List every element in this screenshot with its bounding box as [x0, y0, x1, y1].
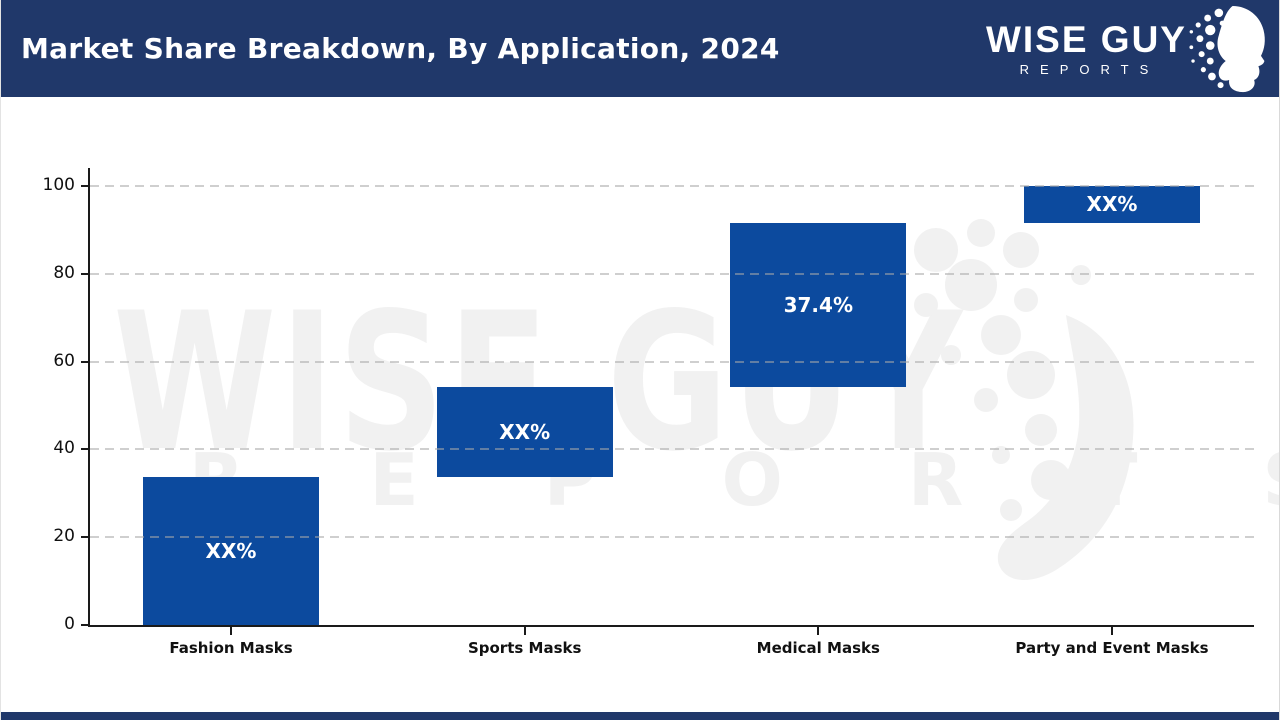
- gridline: [90, 536, 1254, 539]
- bar-value-label: XX%: [1086, 192, 1138, 217]
- x-category-label: Party and Event Masks: [1015, 639, 1209, 657]
- y-tick-mark: [81, 624, 88, 626]
- x-tick-mark: [230, 627, 232, 635]
- bar-value-label: XX%: [205, 539, 257, 564]
- y-tick-label: 20: [53, 526, 75, 547]
- bar: [1024, 186, 1200, 223]
- bar-value-label: XX%: [499, 420, 551, 445]
- bar-value-label: 37.4%: [783, 292, 853, 317]
- y-tick-label: 0: [64, 614, 75, 634]
- x-category-label: Sports Masks: [467, 639, 582, 657]
- gridline: [90, 185, 1254, 187]
- x-category-label: Fashion Masks: [169, 639, 293, 657]
- y-tick-mark: [81, 185, 88, 187]
- logo-subtitle: REPORTS: [1019, 61, 1160, 77]
- gridline: [90, 360, 1254, 363]
- y-tick-label: 80: [53, 262, 75, 283]
- bar: [436, 387, 613, 478]
- gridline: [90, 272, 1254, 275]
- y-axis-line: [88, 168, 90, 627]
- y-tick-mark: [81, 272, 88, 275]
- bar: [730, 222, 907, 388]
- logo-text: WISE GUY REPORTS: [986, 21, 1187, 77]
- page-title: Market Share Breakdown, By Application, …: [21, 32, 780, 65]
- x-category-label: Medical Masks: [756, 639, 880, 657]
- dotted-face-icon: [1189, 5, 1265, 92]
- y-tick-mark: [81, 536, 88, 539]
- wise-guy-reports-logo: WISE GUY REPORTS: [986, 4, 1267, 94]
- footer-bar: [1, 712, 1279, 720]
- y-tick-label: 40: [53, 438, 75, 459]
- watermark-face-dots: [893, 219, 1134, 581]
- logo-wordmark: WISE GUY: [985, 18, 1187, 60]
- y-tick-label: 60: [53, 350, 75, 371]
- x-tick-mark: [1111, 627, 1113, 635]
- y-tick-mark: [81, 448, 88, 451]
- y-tick-mark: [81, 360, 88, 363]
- x-tick-mark: [817, 627, 820, 635]
- header-bar: Market Share Breakdown, By Application, …: [1, 0, 1279, 97]
- x-axis-line: [88, 625, 1254, 627]
- x-tick-mark: [523, 627, 526, 635]
- bar: [143, 477, 319, 625]
- y-tick-label: 100: [42, 175, 75, 195]
- gridline: [90, 448, 1254, 451]
